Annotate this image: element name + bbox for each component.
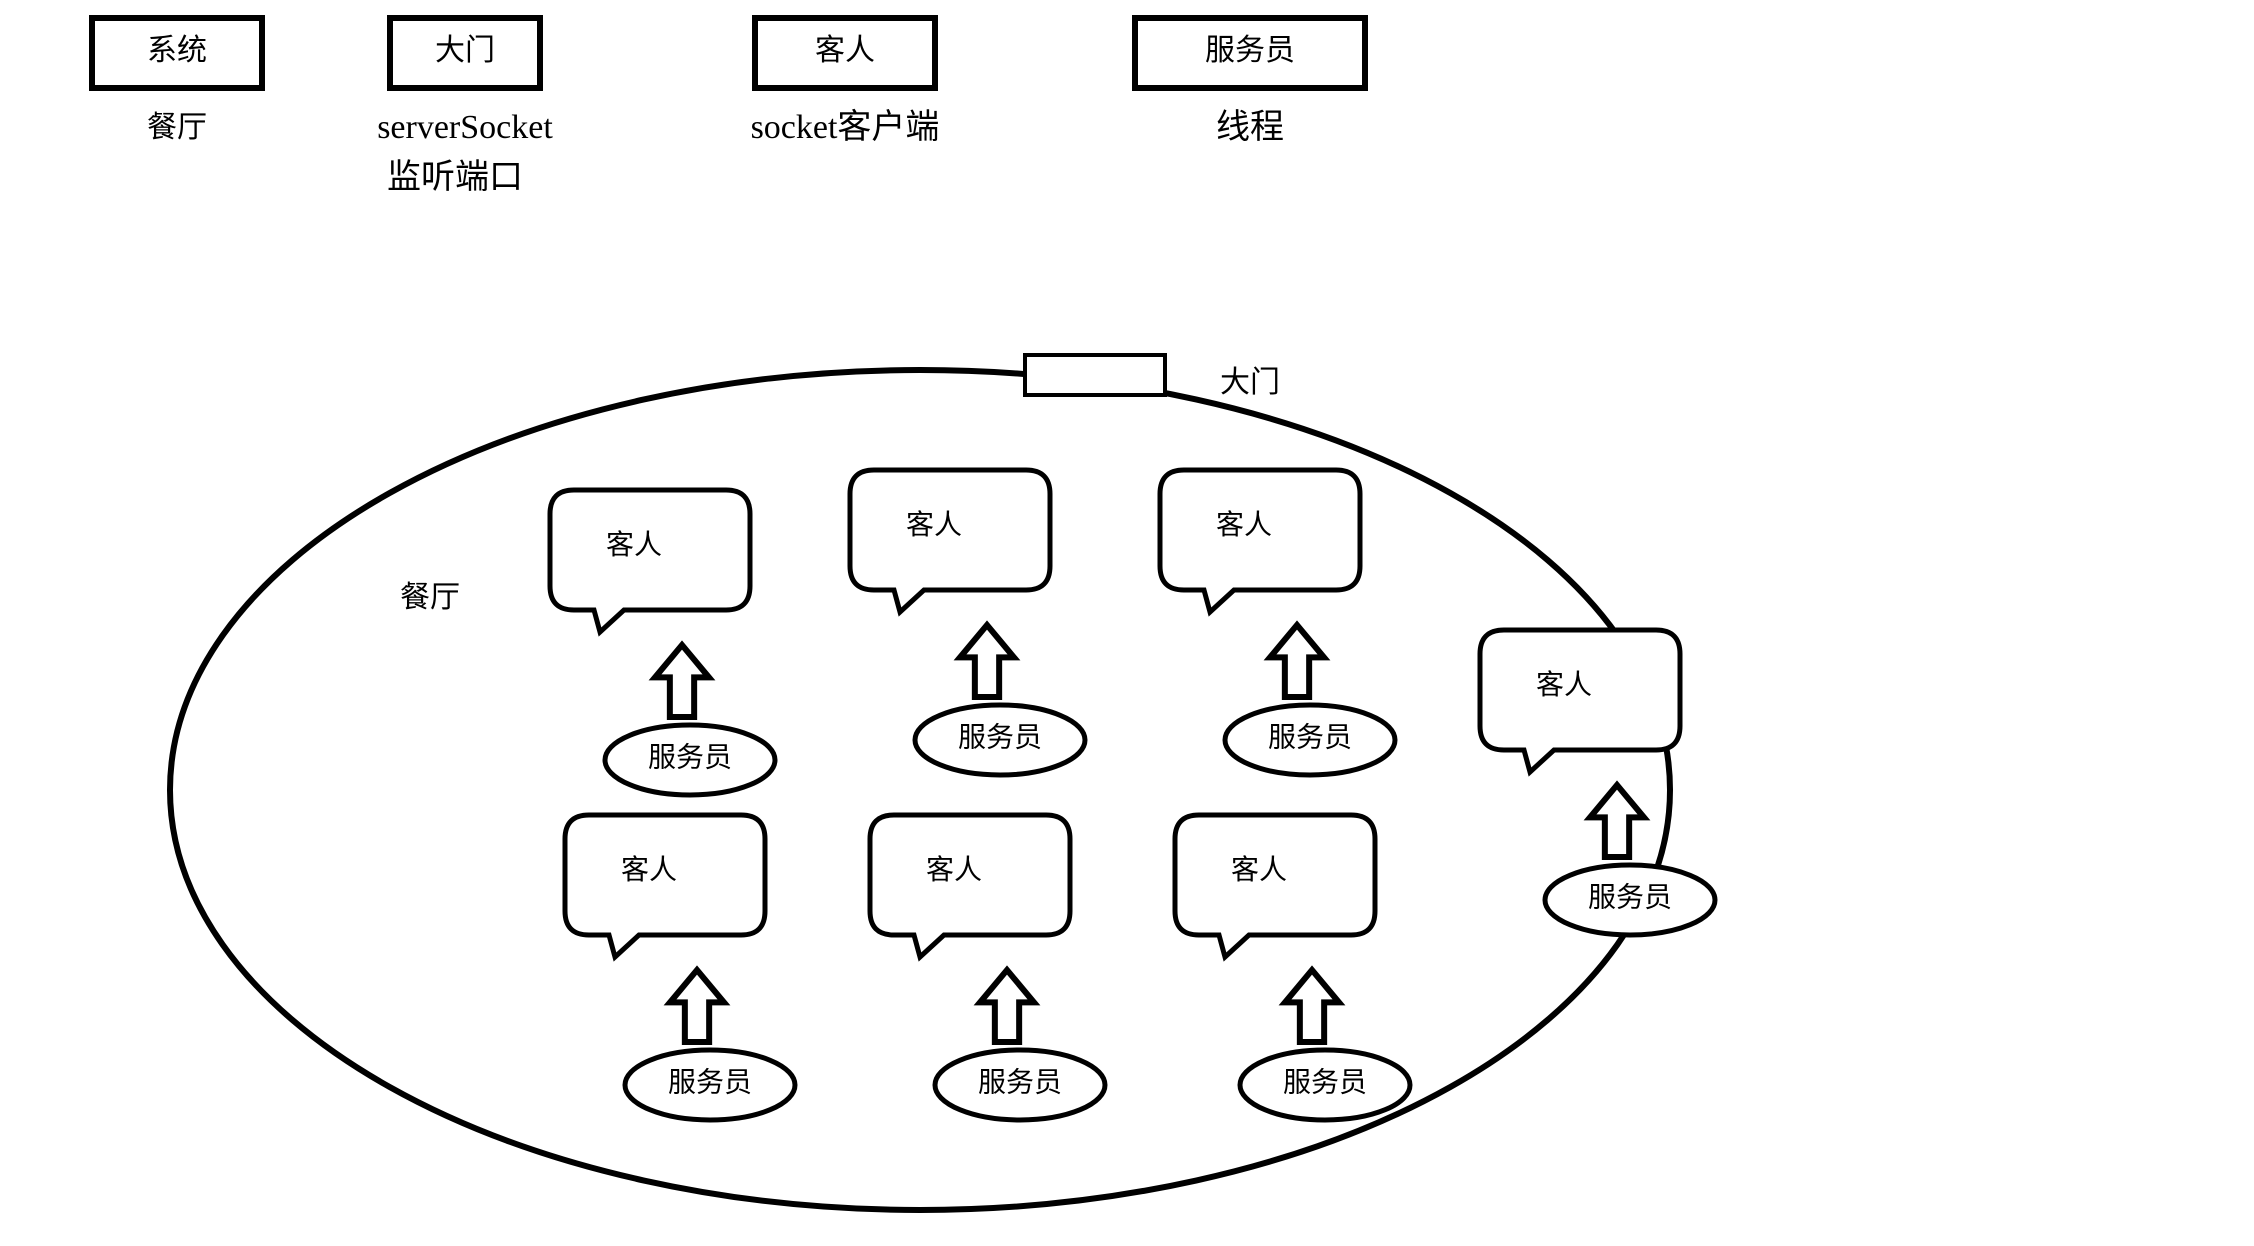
legend-caption-3: 线程	[1216, 108, 1284, 146]
door-box	[1025, 355, 1165, 395]
legend-caption-0: 餐厅	[147, 111, 207, 144]
guest-label-1: 客人	[906, 509, 962, 541]
legend-box-label-2: 客人	[815, 34, 875, 67]
legend-box-label-1: 大门	[435, 34, 495, 67]
legend-box-label-3: 服务员	[1205, 34, 1295, 67]
guest-label-2: 客人	[1216, 509, 1272, 541]
waiter-label-6: 服务员	[1283, 1066, 1367, 1098]
waiter-label-5: 服务员	[978, 1066, 1062, 1098]
arrow-up-icon-1	[960, 625, 1014, 697]
guest-label-5: 客人	[926, 854, 982, 886]
guest-label-0: 客人	[606, 529, 662, 561]
guest-label-3: 客人	[1536, 669, 1592, 701]
arrow-up-icon-0	[655, 645, 709, 717]
guest-label-4: 客人	[621, 854, 677, 886]
waiter-label-2: 服务员	[1268, 721, 1352, 753]
arrow-up-icon-5	[980, 970, 1034, 1042]
door-label: 大门	[1220, 366, 1280, 399]
waiter-label-3: 服务员	[1588, 881, 1672, 913]
guest-label-6: 客人	[1231, 854, 1287, 886]
arrow-up-icon-6	[1285, 970, 1339, 1042]
legend-caption-2: socket客户端	[751, 108, 940, 146]
arrow-up-icon-4	[670, 970, 724, 1042]
restaurant-label: 餐厅	[400, 581, 460, 614]
arrow-up-icon-2	[1270, 625, 1324, 697]
waiter-label-1: 服务员	[958, 721, 1042, 753]
arrow-up-icon-3	[1590, 785, 1644, 857]
legend-caption-1: serverSocket	[377, 109, 553, 146]
legend-box-label-0: 系统	[147, 34, 207, 67]
waiter-label-0: 服务员	[648, 741, 732, 773]
waiter-label-4: 服务员	[668, 1066, 752, 1098]
legend-caption2-1: 监听端口	[387, 159, 523, 196]
